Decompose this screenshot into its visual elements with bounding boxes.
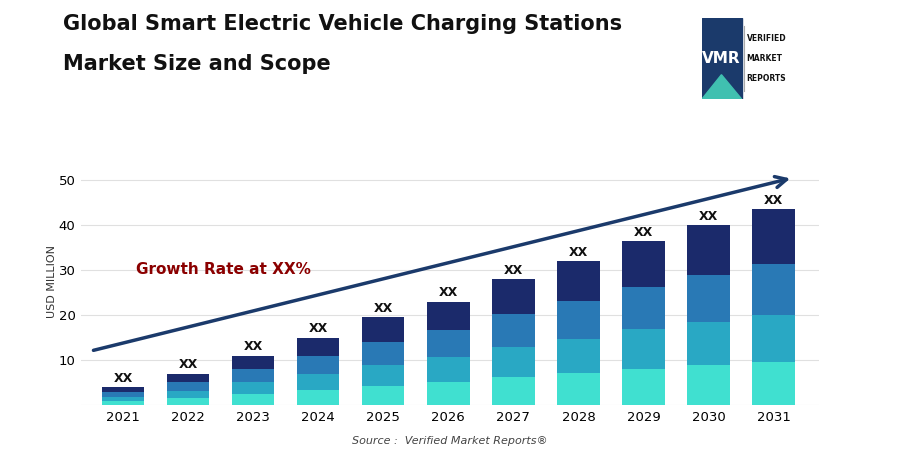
Bar xyxy=(232,382,274,394)
Bar xyxy=(167,398,210,405)
Y-axis label: USD MILLION: USD MILLION xyxy=(47,245,57,318)
Text: XX: XX xyxy=(569,246,588,259)
Bar xyxy=(492,377,535,405)
Bar xyxy=(557,261,599,302)
Bar xyxy=(752,362,795,405)
Bar xyxy=(492,347,535,377)
Bar xyxy=(167,391,210,398)
Bar xyxy=(622,369,664,405)
Bar xyxy=(688,275,730,322)
Bar xyxy=(297,390,339,405)
Polygon shape xyxy=(702,75,742,99)
Bar xyxy=(102,397,144,401)
Bar xyxy=(752,209,795,264)
Bar xyxy=(752,264,795,315)
Bar xyxy=(362,317,404,342)
Text: XX: XX xyxy=(113,372,133,385)
Bar xyxy=(102,387,144,392)
Bar xyxy=(622,329,664,369)
Bar xyxy=(167,382,210,391)
Text: MARKET: MARKET xyxy=(747,54,783,63)
Text: Market Size and Scope: Market Size and Scope xyxy=(63,54,331,74)
Bar xyxy=(688,365,730,405)
Text: XX: XX xyxy=(764,194,783,207)
Bar xyxy=(492,279,535,314)
Text: XX: XX xyxy=(244,340,263,353)
Text: XX: XX xyxy=(504,264,523,277)
Bar xyxy=(102,401,144,405)
Text: XX: XX xyxy=(179,358,198,371)
Bar xyxy=(232,356,274,369)
Bar xyxy=(232,394,274,405)
Bar xyxy=(622,241,664,287)
Bar xyxy=(752,315,795,362)
Bar xyxy=(622,287,664,329)
Bar xyxy=(362,364,404,386)
Bar xyxy=(428,302,470,330)
Text: XX: XX xyxy=(634,225,653,238)
Bar xyxy=(688,322,730,365)
Text: Growth Rate at XX%: Growth Rate at XX% xyxy=(136,262,311,278)
Bar xyxy=(297,374,339,390)
Bar xyxy=(557,374,599,405)
Text: XX: XX xyxy=(438,286,458,299)
Bar xyxy=(702,18,742,99)
Text: XX: XX xyxy=(374,302,393,315)
Bar xyxy=(688,225,730,275)
Text: XX: XX xyxy=(309,322,328,335)
Text: Source :  Verified Market Reports®: Source : Verified Market Reports® xyxy=(352,436,548,446)
Bar xyxy=(428,382,470,405)
Text: Global Smart Electric Vehicle Charging Stations: Global Smart Electric Vehicle Charging S… xyxy=(63,14,622,33)
Bar xyxy=(492,314,535,347)
Bar xyxy=(428,357,470,382)
Text: REPORTS: REPORTS xyxy=(747,74,787,83)
Bar xyxy=(167,374,210,382)
Bar xyxy=(557,339,599,374)
Bar xyxy=(232,369,274,382)
Bar xyxy=(362,342,404,364)
Bar xyxy=(362,386,404,405)
Bar xyxy=(102,392,144,397)
Text: VMR: VMR xyxy=(702,51,741,66)
Text: VERIFIED: VERIFIED xyxy=(747,34,787,43)
Text: XX: XX xyxy=(698,210,718,223)
Bar xyxy=(297,356,339,374)
Bar xyxy=(557,302,599,339)
Bar xyxy=(297,338,339,356)
Bar xyxy=(428,330,470,357)
